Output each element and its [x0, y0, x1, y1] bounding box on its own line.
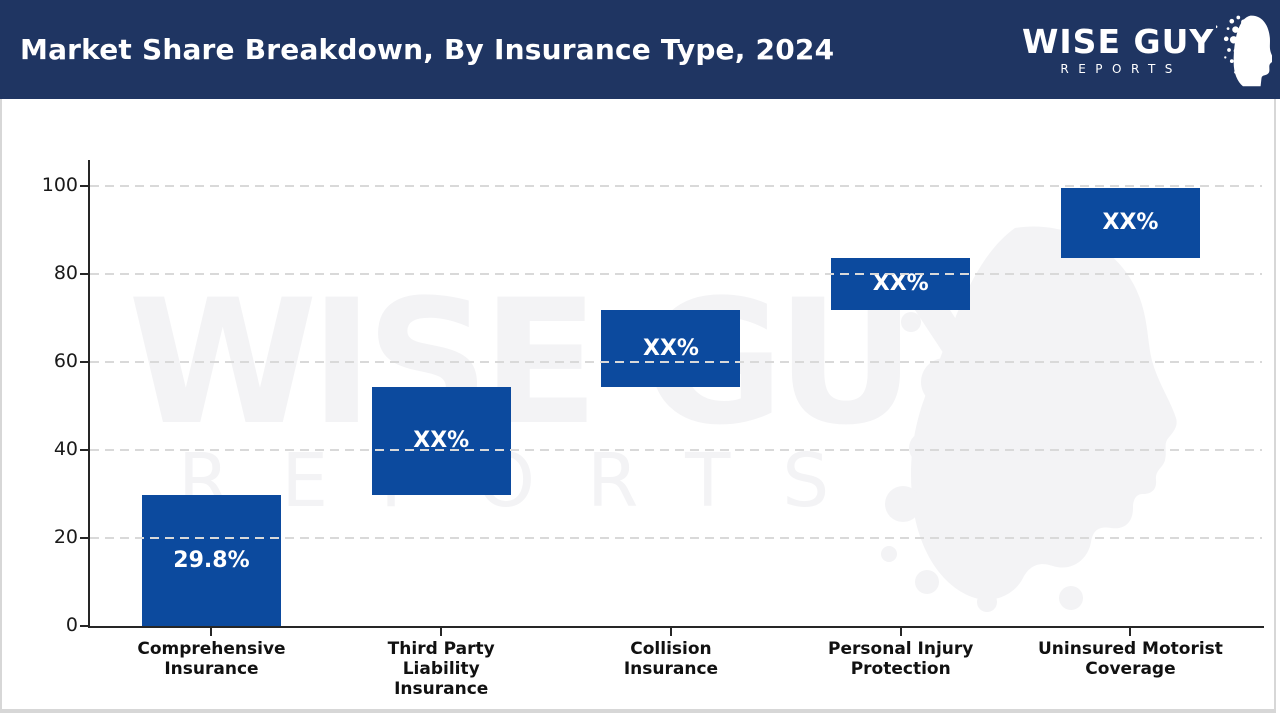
bar-segment-3: XX%	[831, 258, 971, 310]
bar-value-label-0: 29.8%	[173, 547, 250, 573]
gridline-100	[90, 184, 1262, 187]
bar-value-label-3: XX%	[872, 271, 929, 297]
bar-segment-2: XX%	[601, 309, 741, 387]
gridline-40	[90, 448, 1262, 451]
bar-segment-1: XX%	[371, 386, 511, 495]
chart-title: Market Share Breakdown, By Insurance Typ…	[20, 33, 835, 66]
y-tick-label-0: 0	[65, 614, 78, 636]
category-label-3: Personal Injury Protection	[828, 639, 974, 679]
y-tick-label-20: 20	[53, 525, 78, 548]
y-tick-mark-0	[80, 625, 88, 627]
y-tick-mark-40	[80, 448, 88, 451]
x-tick-mark-0	[210, 628, 213, 636]
y-tick-label-60: 60	[53, 349, 78, 372]
category-label-1: Third Party Liability Insurance	[387, 639, 495, 699]
y-tick-mark-60	[80, 360, 88, 363]
x-tick-mark-3	[899, 628, 902, 636]
y-tick-mark-20	[80, 536, 88, 539]
gridline-80	[90, 272, 1262, 275]
brand-subtitle: REPORTS	[1060, 61, 1182, 76]
category-label-4: Uninsured Motorist Coverage	[1038, 639, 1223, 679]
brand-name: WISE GUY	[1022, 21, 1215, 61]
bar-value-label-4: XX%	[1102, 210, 1159, 236]
category-label-2: Collision Insurance	[623, 639, 719, 679]
brand-face-icon	[1216, 15, 1272, 87]
x-tick-mark-1	[440, 628, 443, 636]
chart-frame	[0, 99, 1276, 713]
bar-value-label-2: XX%	[642, 335, 699, 361]
x-tick-mark-2	[669, 628, 672, 636]
y-tick-label-100: 100	[41, 173, 78, 196]
y-tick-mark-100	[80, 184, 88, 187]
y-tick-mark-80	[80, 272, 88, 275]
category-label-0: Comprehensive Insurance	[137, 639, 286, 679]
y-tick-label-80: 80	[53, 261, 78, 284]
x-axis-spine	[88, 626, 1264, 628]
bar-segment-0: 29.8%	[141, 494, 281, 626]
y-axis-spine	[88, 160, 90, 628]
brand-logo: WISE GUY REPORTS	[1022, 6, 1272, 94]
header-band: Market Share Breakdown, By Insurance Typ…	[0, 0, 1280, 99]
y-tick-label-40: 40	[53, 437, 78, 460]
x-tick-mark-4	[1129, 628, 1132, 636]
brand-text: WISE GUY REPORTS	[1022, 21, 1215, 76]
bar-value-label-1: XX%	[413, 428, 470, 454]
bar-segment-4: XX%	[1060, 187, 1200, 259]
